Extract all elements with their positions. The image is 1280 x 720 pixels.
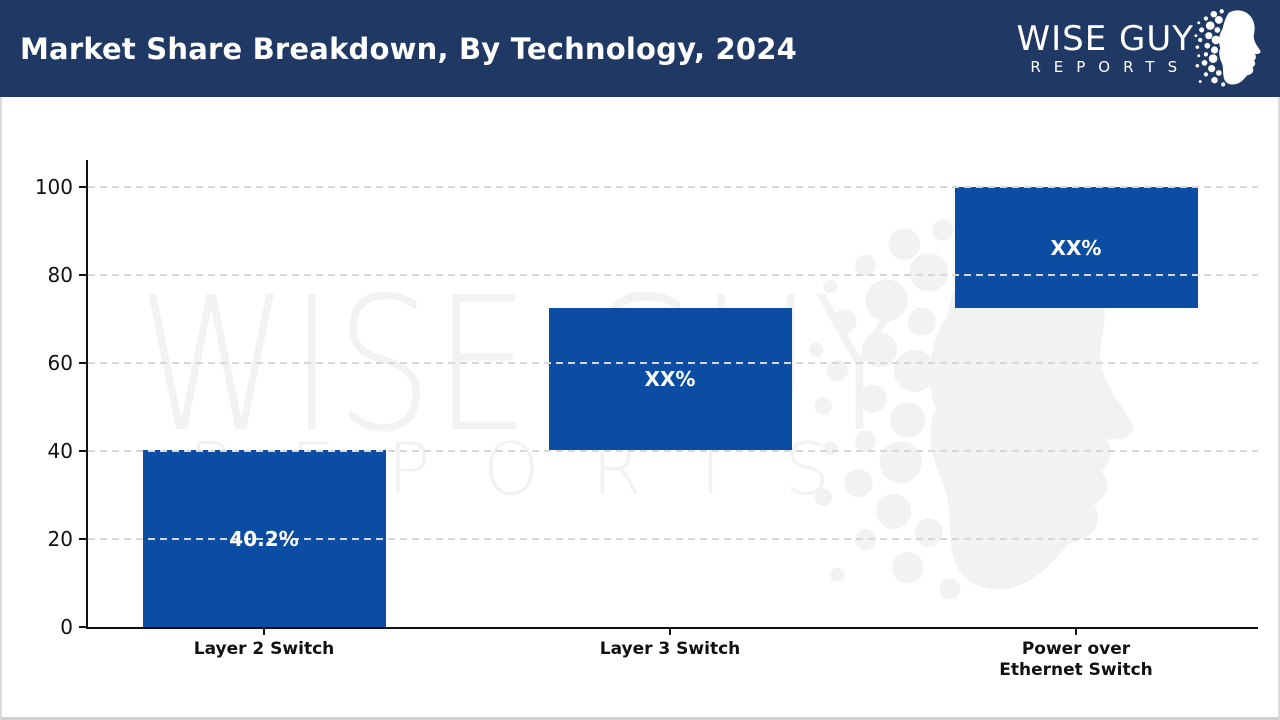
category-label: Layer 3 Switch — [599, 639, 741, 659]
y-gridline — [88, 186, 1258, 188]
y-axis-tick — [79, 626, 87, 628]
y-axis-tick — [79, 186, 87, 188]
x-axis-tick — [263, 627, 265, 635]
y-axis-line — [86, 160, 88, 629]
bar-value-label: XX% — [1050, 235, 1102, 260]
y-gridline — [88, 362, 1258, 364]
x-axis-line — [86, 627, 1258, 629]
x-axis-tick — [669, 627, 671, 635]
category-label: Power over Ethernet Switch — [999, 639, 1153, 680]
y-gridline — [88, 450, 1258, 452]
y-axis-tick — [79, 362, 87, 364]
brand-logo-text: WISE GUY REPORTS — [1016, 21, 1194, 76]
y-gridline — [88, 538, 1258, 540]
y-axis-tick-label: 20 — [47, 527, 73, 551]
face-profile-dots-icon — [1190, 7, 1262, 93]
y-axis-tick-label: 80 — [47, 263, 73, 287]
brand-subtext: REPORTS — [1030, 58, 1191, 76]
y-axis-tick — [79, 450, 87, 452]
y-axis-tick — [79, 538, 87, 540]
x-axis-tick — [1075, 627, 1077, 635]
y-axis-tick — [79, 274, 87, 276]
header: Market Share Breakdown, By Technology, 2… — [0, 0, 1280, 97]
brand-logo: WISE GUY REPORTS — [1016, 5, 1262, 93]
y-axis-tick-label: 60 — [47, 351, 73, 375]
bar-segment — [548, 308, 792, 451]
page-title: Market Share Breakdown, By Technology, 2… — [20, 31, 798, 66]
y-axis-tick-label: 100 — [34, 175, 73, 199]
category-label: Layer 2 Switch — [193, 639, 335, 659]
bar-value-label: 40.2% — [229, 526, 299, 551]
y-axis-tick-label: 0 — [60, 615, 73, 639]
brand-wordmark: WISE GUY — [1016, 19, 1194, 59]
y-gridline — [88, 274, 1258, 276]
y-axis-tick-label: 40 — [47, 439, 73, 463]
bar-value-label: XX% — [644, 367, 696, 392]
